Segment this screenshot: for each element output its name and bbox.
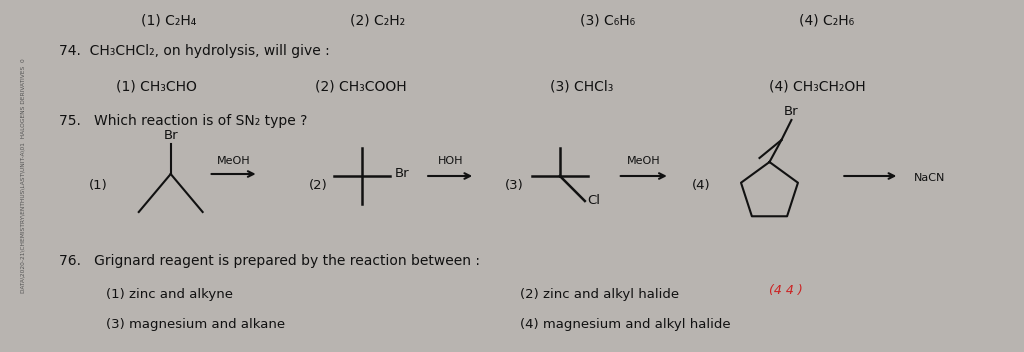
Text: (3) magnesium and alkane: (3) magnesium and alkane xyxy=(105,318,285,331)
Text: (4 4 ): (4 4 ) xyxy=(769,284,803,297)
Text: MeOH: MeOH xyxy=(627,156,660,166)
Text: NaCN: NaCN xyxy=(914,173,945,183)
Text: (4) CH₃CH₂OH: (4) CH₃CH₂OH xyxy=(769,80,866,94)
Text: Br: Br xyxy=(164,129,178,142)
Text: (3): (3) xyxy=(505,180,523,193)
Text: (2) zinc and alkyl halide: (2) zinc and alkyl halide xyxy=(520,288,679,301)
Text: Br: Br xyxy=(784,105,799,118)
Text: HOH: HOH xyxy=(437,156,463,166)
Text: 75.   Which reaction is of SN₂ type ?: 75. Which reaction is of SN₂ type ? xyxy=(59,114,307,128)
Text: 76.   Grignard reagent is prepared by the reaction between :: 76. Grignard reagent is prepared by the … xyxy=(59,254,480,268)
Text: (1) zinc and alkyne: (1) zinc and alkyne xyxy=(105,288,232,301)
Text: (2) C₂H₂: (2) C₂H₂ xyxy=(350,14,406,28)
Text: DATA\2020-21\CHEMISTRY\ENTHUS\LAST\UNIT-A\01  HALOGENS DERIVATIVES  0: DATA\2020-21\CHEMISTRY\ENTHUS\LAST\UNIT-… xyxy=(20,59,26,293)
Text: (2): (2) xyxy=(308,180,327,193)
Text: (3) CHCl₃: (3) CHCl₃ xyxy=(550,80,613,94)
Text: (2) CH₃COOH: (2) CH₃COOH xyxy=(315,80,407,94)
Text: MeOH: MeOH xyxy=(217,156,251,166)
Text: 74.  CH₃CHCl₂, on hydrolysis, will give :: 74. CH₃CHCl₂, on hydrolysis, will give : xyxy=(59,44,330,58)
Text: (4): (4) xyxy=(691,180,711,193)
Text: Cl: Cl xyxy=(587,195,600,207)
Text: (3) C₆H₆: (3) C₆H₆ xyxy=(580,14,635,28)
Text: (4) C₂H₆: (4) C₂H₆ xyxy=(800,14,855,28)
Text: Br: Br xyxy=(395,168,410,181)
Text: (1): (1) xyxy=(89,180,108,193)
Text: (4) magnesium and alkyl halide: (4) magnesium and alkyl halide xyxy=(520,318,730,331)
Text: (1) C₂H₄: (1) C₂H₄ xyxy=(140,14,197,28)
Text: (1) CH₃CHO: (1) CH₃CHO xyxy=(116,80,197,94)
